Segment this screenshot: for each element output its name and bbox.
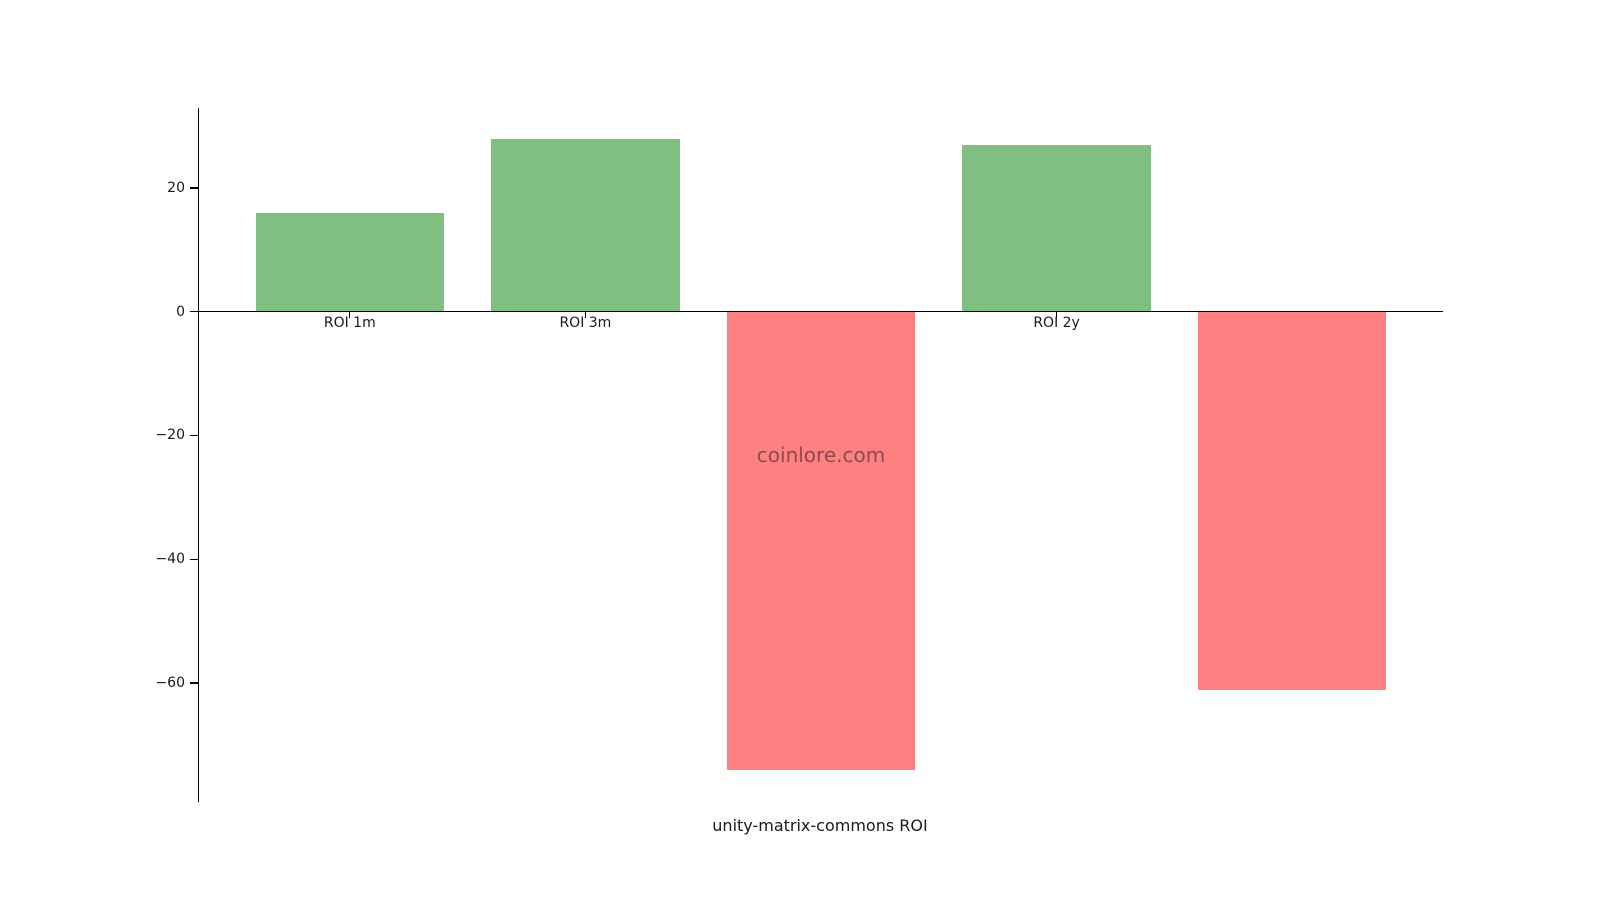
y-tick-label--20: −20 — [155, 427, 185, 444]
y-tick-label-20: 20 — [167, 179, 185, 196]
bar-unlabeled-3 — [726, 311, 916, 770]
x-tick-mark-roi-2y — [1055, 311, 1058, 318]
y-tick-mark--60 — [189, 682, 198, 684]
x-axis-line — [199, 310, 1443, 313]
x-tick-label-roi-2y: ROI 2y — [1033, 314, 1080, 331]
y-tick-label-0: 0 — [176, 303, 185, 320]
y-tick-mark-20 — [189, 187, 198, 189]
bar-roi-2y — [962, 144, 1151, 312]
x-tick-label-roi-1m: ROI 1m — [323, 314, 376, 331]
x-tick-mark-roi-1m — [349, 311, 351, 318]
bar-roi-3m — [491, 138, 680, 312]
bar-unlabeled-5 — [1197, 311, 1387, 690]
y-tick-mark-0 — [189, 310, 198, 313]
x-tick-label-roi-3m: ROI 3m — [559, 314, 612, 331]
y-tick-label--40: −40 — [155, 551, 185, 568]
y-tick-label--60: −60 — [155, 675, 185, 692]
chart-title: unity-matrix-commons ROI — [712, 816, 928, 835]
x-tick-mark-roi-3m — [584, 311, 587, 318]
coinlore-watermark: coinlore.com — [756, 443, 886, 467]
y-tick-mark--20 — [189, 434, 198, 437]
y-tick-mark--40 — [189, 558, 198, 560]
bar-roi-1m — [255, 213, 445, 312]
y-axis-spine — [197, 108, 199, 802]
